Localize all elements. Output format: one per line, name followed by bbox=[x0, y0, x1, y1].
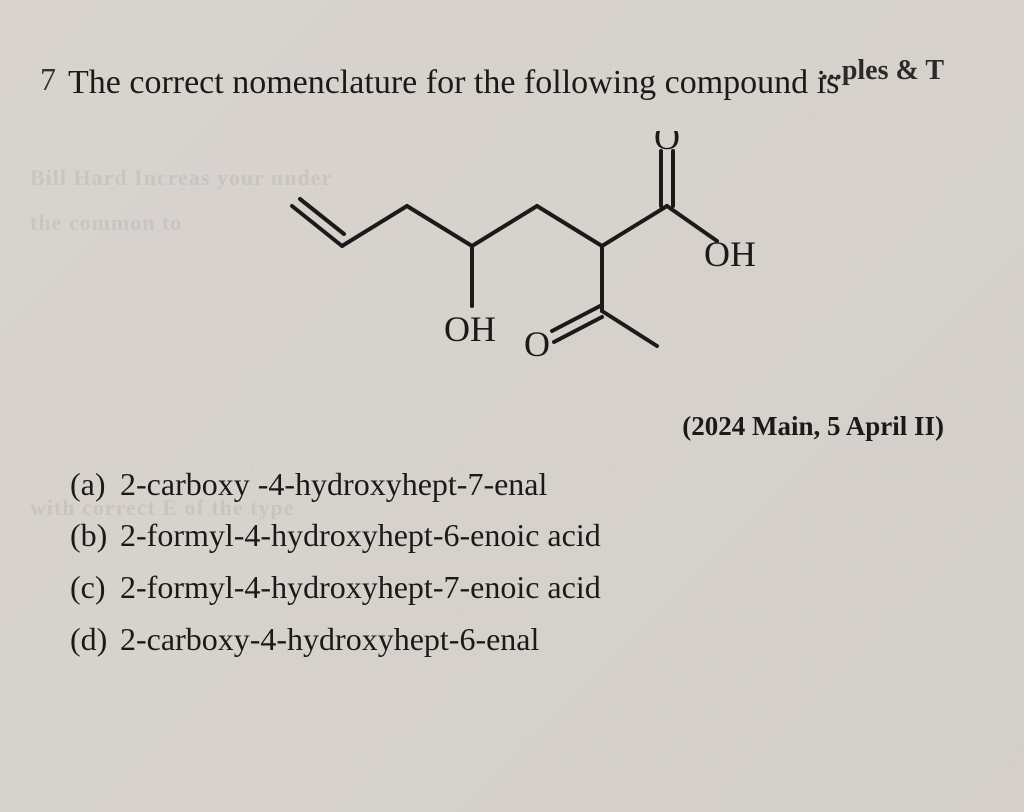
option-label: (d) bbox=[70, 615, 120, 665]
chemical-structure: O OH OH O bbox=[40, 131, 984, 391]
atom-label-oxygen: O bbox=[654, 131, 680, 157]
bond bbox=[407, 206, 472, 246]
top-page-fragment: ...ples & T bbox=[821, 55, 944, 87]
atom-label-oxygen: O bbox=[524, 324, 550, 364]
question-text: The correct nomenclature for the followi… bbox=[68, 60, 839, 106]
option-label: (c) bbox=[70, 563, 120, 613]
page-content: ...ples & T 7 The correct nomenclature f… bbox=[40, 60, 984, 664]
option-a: (a)2-carboxy -4-hydroxyhept-7-enal bbox=[70, 460, 984, 510]
exam-reference: (2024 Main, 5 April II) bbox=[40, 411, 944, 442]
option-label: (b) bbox=[70, 511, 120, 561]
bond bbox=[342, 206, 407, 246]
molecule-svg: O OH OH O bbox=[252, 131, 772, 391]
bond bbox=[602, 206, 667, 246]
bond bbox=[537, 206, 602, 246]
atom-label-hydroxyl: OH bbox=[704, 234, 756, 274]
option-label: (a) bbox=[70, 460, 120, 510]
option-d: (d)2-carboxy-4-hydroxyhept-6-enal bbox=[70, 615, 984, 665]
bond bbox=[554, 317, 602, 342]
option-text: 2-carboxy -4-hydroxyhept-7-enal bbox=[120, 466, 547, 502]
atom-label-hydroxyl: OH bbox=[444, 309, 496, 349]
option-text: 2-carboxy-4-hydroxyhept-6-enal bbox=[120, 621, 539, 657]
option-c: (c)2-formyl-4-hydroxyhept-7-enoic acid bbox=[70, 563, 984, 613]
bond bbox=[472, 206, 537, 246]
option-text: 2-formyl-4-hydroxyhept-7-enoic acid bbox=[120, 569, 601, 605]
bond bbox=[552, 305, 602, 331]
option-text: 2-formyl-4-hydroxyhept-6-enoic acid bbox=[120, 517, 601, 553]
question-number: 7 bbox=[40, 60, 56, 98]
bond bbox=[602, 311, 657, 346]
options-list: (a)2-carboxy -4-hydroxyhept-7-enal (b)2-… bbox=[40, 460, 984, 664]
option-b: (b)2-formyl-4-hydroxyhept-6-enoic acid bbox=[70, 511, 984, 561]
bond-group bbox=[292, 151, 717, 346]
